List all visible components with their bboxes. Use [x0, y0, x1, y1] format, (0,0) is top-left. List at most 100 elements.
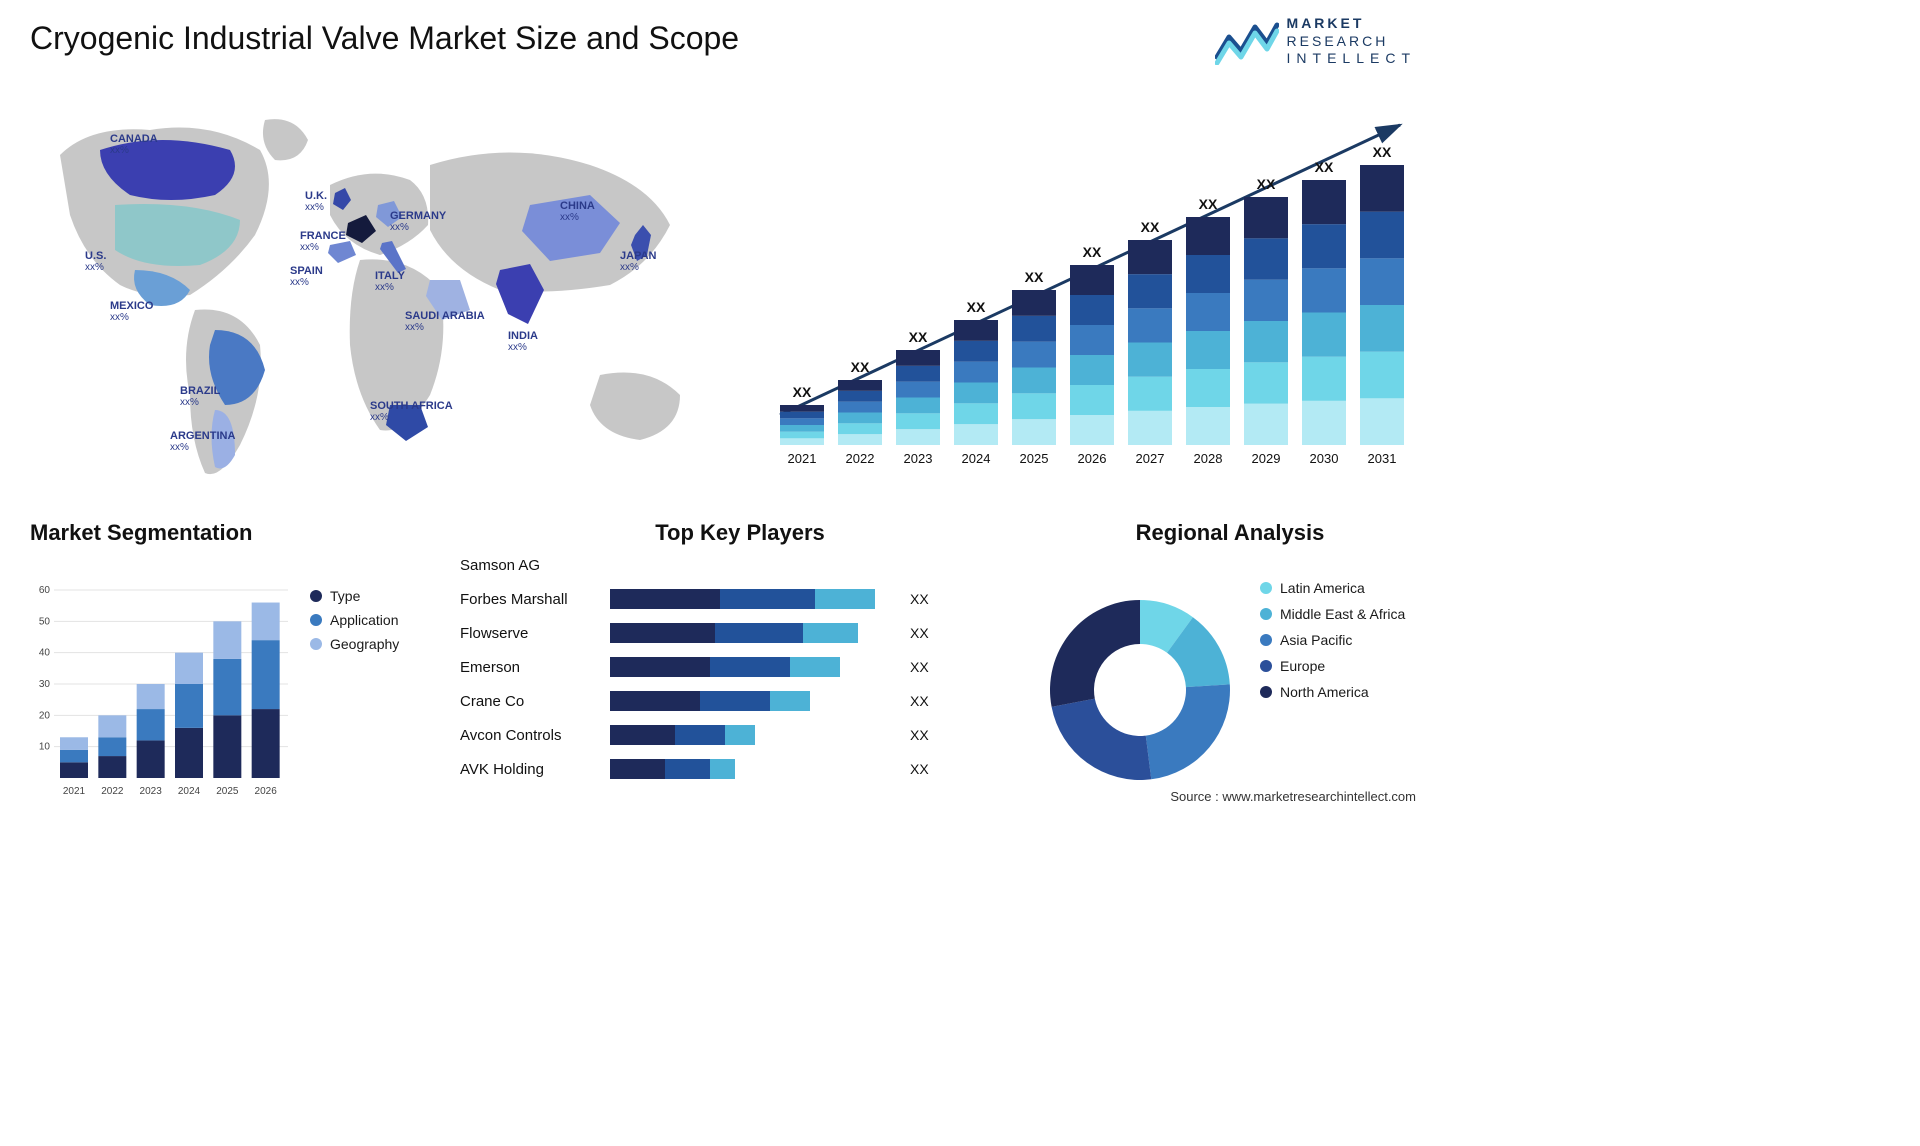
- country-label-italy: ITALYxx%: [375, 270, 405, 293]
- key-player-bar: [610, 759, 900, 779]
- key-player-bar: [610, 657, 900, 677]
- segmentation-legend: Type Application Geography: [310, 580, 399, 660]
- key-player-row: EmersonXX: [460, 652, 1020, 682]
- key-player-name: Flowserve: [460, 625, 610, 642]
- regional-legend: Latin America Middle East & Africa Asia Pa…: [1260, 570, 1405, 710]
- key-player-row: AVK HoldingXX: [460, 754, 1020, 784]
- country-label-saudi-arabia: SAUDI ARABIAxx%: [405, 310, 485, 333]
- country-label-argentina: ARGENTINAxx%: [170, 430, 235, 453]
- key-players-rows: Samson AG Forbes Marshall XX Flowserve XX Eme…: [460, 550, 1020, 784]
- svg-text:20: 20: [39, 710, 51, 721]
- svg-text:2030: 2030: [1310, 451, 1339, 466]
- key-player-row: Crane Co XX: [460, 686, 1020, 716]
- regional-donut: [1030, 555, 1250, 785]
- key-player-row: Avcon Controls XX: [460, 720, 1020, 750]
- country-label-france: FRANCExx%: [300, 230, 346, 253]
- key-player-bar: [610, 691, 900, 711]
- svg-text:2022: 2022: [101, 786, 124, 797]
- country-label-u-s-: U.S.xx%: [85, 250, 106, 273]
- segmentation-legend-item: Geography: [310, 636, 399, 652]
- svg-text:2023: 2023: [140, 786, 163, 797]
- segmentation-legend-item: Type: [310, 588, 399, 604]
- svg-text:2021: 2021: [788, 451, 817, 466]
- svg-text:2026: 2026: [255, 786, 278, 797]
- svg-text:2025: 2025: [216, 786, 239, 797]
- growth-chart: XX 2021 XX 2022 XX 2023 XX 2024 XX 2025 XX 2026 XX 20…: [760, 95, 1420, 495]
- key-player-value: XX: [910, 693, 929, 709]
- key-player-name: Samson AG: [460, 557, 610, 574]
- logo-line2: RESEARCH: [1287, 33, 1416, 51]
- svg-text:XX: XX: [1199, 196, 1218, 212]
- key-player-bar: [610, 589, 900, 609]
- segmentation-legend-item: Application: [310, 612, 399, 628]
- svg-text:40: 40: [39, 648, 51, 659]
- key-player-name: Avcon Controls: [460, 727, 610, 744]
- key-player-name: Forbes Marshall: [460, 591, 610, 608]
- country-label-mexico: MEXICOxx%: [110, 300, 153, 323]
- svg-text:2023: 2023: [904, 451, 933, 466]
- world-map: CANADAxx% U.S.xx% MEXICOxx% BRAZILxx% ARGENT…: [30, 95, 730, 495]
- source-text: Source : www.marketresearchintellect.com: [1170, 789, 1416, 804]
- regional-title: Regional Analysis: [1030, 520, 1430, 546]
- svg-text:XX: XX: [909, 329, 928, 345]
- svg-text:50: 50: [39, 616, 51, 627]
- country-label-south-africa: SOUTH AFRICAxx%: [370, 400, 453, 423]
- logo-line3: INTELLECT: [1287, 50, 1416, 68]
- svg-text:XX: XX: [851, 359, 870, 375]
- logo-line1: MARKET: [1287, 15, 1416, 33]
- regional-legend-item: Europe: [1260, 658, 1405, 674]
- svg-text:XX: XX: [1141, 219, 1160, 235]
- svg-text:2027: 2027: [1136, 451, 1165, 466]
- svg-text:XX: XX: [1257, 176, 1276, 192]
- svg-text:2026: 2026: [1078, 451, 1107, 466]
- logo-mark-icon: [1215, 17, 1279, 65]
- segmentation-section: Market Segmentation 10203040506020212022…: [30, 520, 450, 800]
- country-label-canada: CANADAxx%: [110, 133, 158, 156]
- key-player-bar: [610, 725, 900, 745]
- regional-legend-item: North America: [1260, 684, 1405, 700]
- page-title: Cryogenic Industrial Valve Market Size a…: [30, 20, 739, 57]
- svg-text:XX: XX: [1083, 244, 1102, 260]
- key-players-title: Top Key Players: [460, 520, 1020, 546]
- growth-chart-svg: XX 2021 XX 2022 XX 2023 XX 2024 XX 2025 XX 2026 XX 20…: [760, 95, 1420, 495]
- svg-text:2028: 2028: [1194, 451, 1223, 466]
- svg-text:2029: 2029: [1252, 451, 1281, 466]
- key-player-name: Crane Co: [460, 693, 610, 710]
- country-label-china: CHINAxx%: [560, 200, 595, 223]
- regional-legend-item: Latin America: [1260, 580, 1405, 596]
- country-label-germany: GERMANYxx%: [390, 210, 446, 233]
- key-player-value: XX: [910, 625, 929, 641]
- key-player-value: XX: [910, 591, 929, 607]
- key-player-row: Forbes Marshall XX: [460, 584, 1020, 614]
- key-player-bar: [610, 623, 900, 643]
- regional-section: Regional Analysis Latin America Middle Ea…: [1030, 520, 1430, 800]
- key-player-row: Flowserve XX: [460, 618, 1020, 648]
- logo-text: MARKET RESEARCH INTELLECT: [1287, 15, 1416, 68]
- key-player-name: AVK Holding: [460, 761, 610, 778]
- regional-legend-item: Asia Pacific: [1260, 632, 1405, 648]
- svg-text:10: 10: [39, 742, 51, 753]
- key-players-section: Top Key Players Samson AG Forbes Marshall…: [460, 520, 1020, 800]
- svg-text:2024: 2024: [178, 786, 201, 797]
- svg-text:2022: 2022: [846, 451, 875, 466]
- country-label-spain: SPAINxx%: [290, 265, 323, 288]
- svg-text:XX: XX: [1025, 269, 1044, 285]
- svg-text:XX: XX: [967, 299, 986, 315]
- svg-text:60: 60: [39, 585, 51, 596]
- svg-text:XX: XX: [1315, 159, 1334, 175]
- svg-text:2024: 2024: [962, 451, 991, 466]
- key-player-bar: [610, 555, 900, 575]
- svg-text:2031: 2031: [1368, 451, 1397, 466]
- country-label-u-k-: U.K.xx%: [305, 190, 327, 213]
- key-player-row: Samson AG: [460, 550, 1020, 580]
- regional-legend-item: Middle East & Africa: [1260, 606, 1405, 622]
- svg-text:30: 30: [39, 679, 51, 690]
- svg-text:2021: 2021: [63, 786, 86, 797]
- country-label-brazil: BRAZILxx%: [180, 385, 220, 408]
- country-label-india: INDIAxx%: [508, 330, 538, 353]
- svg-text:XX: XX: [1373, 144, 1392, 160]
- key-player-value: XX: [910, 727, 929, 743]
- segmentation-chart: 10 20 30 40 50 60 2021 2022 2023 2024 2025 2026: [30, 580, 290, 800]
- svg-text:XX: XX: [793, 384, 812, 400]
- svg-text:2025: 2025: [1020, 451, 1049, 466]
